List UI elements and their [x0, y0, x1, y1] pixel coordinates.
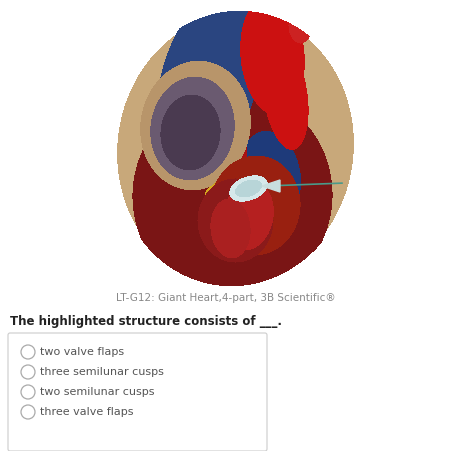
Circle shape	[21, 365, 35, 379]
Text: three semilunar cusps: three semilunar cusps	[40, 367, 164, 377]
Circle shape	[21, 345, 35, 359]
FancyBboxPatch shape	[8, 333, 267, 451]
Text: two semilunar cusps: two semilunar cusps	[40, 387, 154, 397]
Text: LT-G12: Giant Heart,4-part, 3B Scientific®: LT-G12: Giant Heart,4-part, 3B Scientifi…	[116, 293, 336, 303]
Text: two valve flaps: two valve flaps	[40, 347, 124, 357]
Polygon shape	[262, 180, 280, 192]
Circle shape	[21, 385, 35, 399]
Circle shape	[21, 405, 35, 419]
Text: The highlighted structure consists of ___.: The highlighted structure consists of __…	[10, 315, 282, 328]
Text: three valve flaps: three valve flaps	[40, 407, 134, 417]
